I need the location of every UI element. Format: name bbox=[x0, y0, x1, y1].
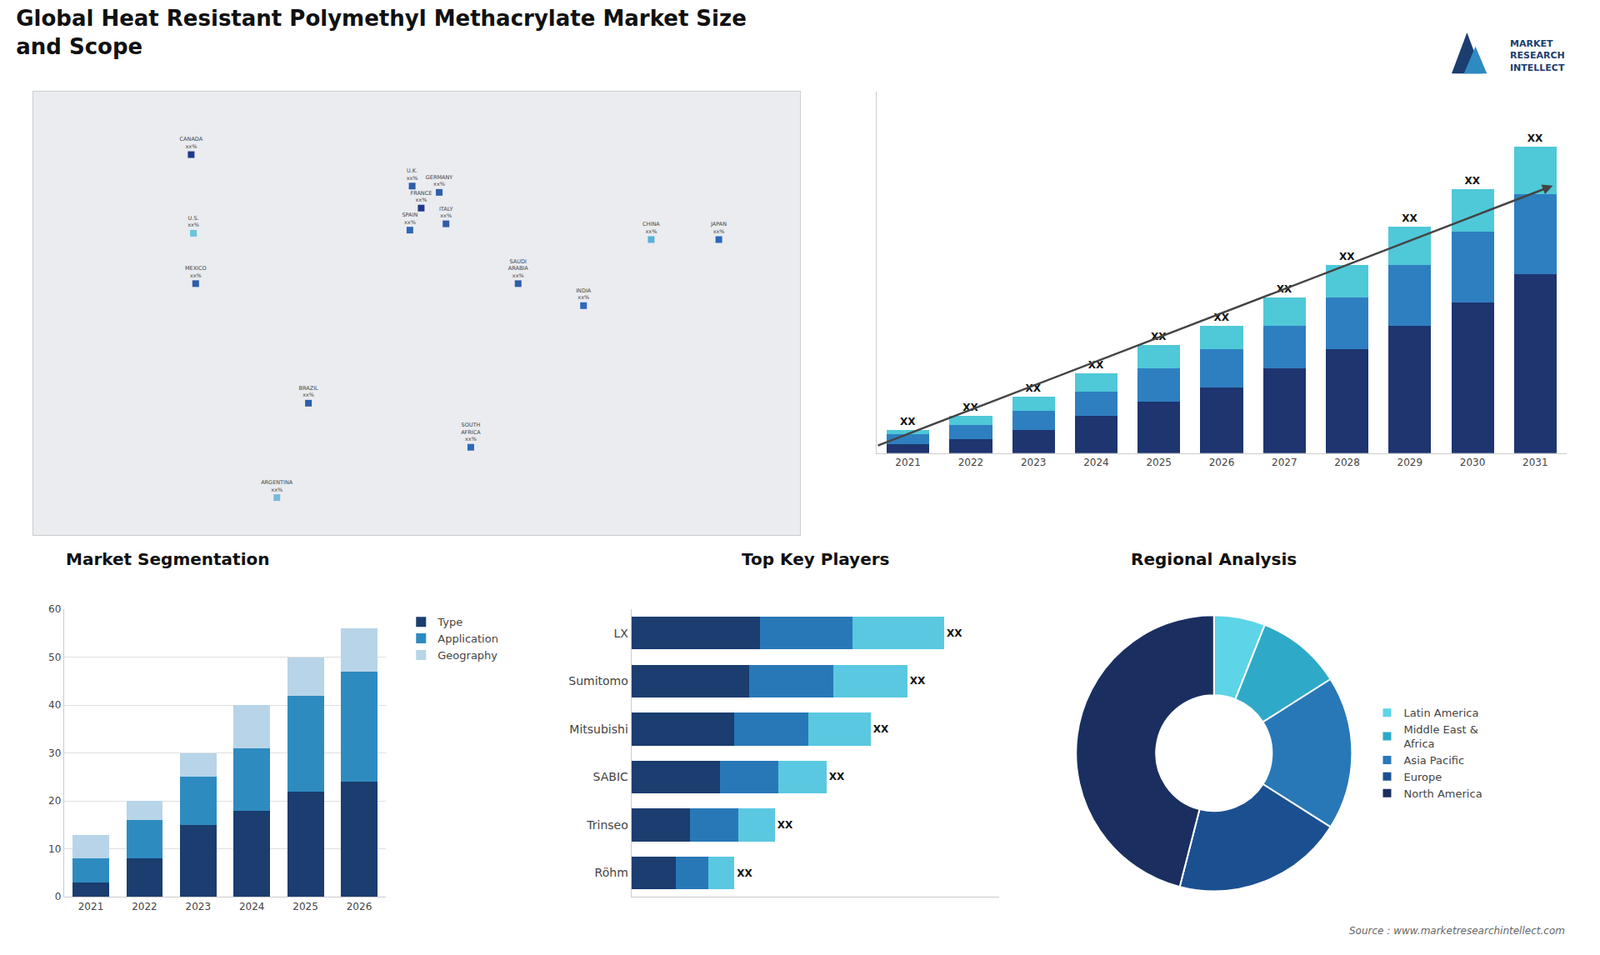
svg-text:2024: 2024 bbox=[1083, 456, 1110, 469]
svg-text:2021: 2021 bbox=[895, 456, 921, 469]
svg-text:Trinseo: Trinseo bbox=[585, 818, 629, 832]
svg-text:XX: XX bbox=[1088, 359, 1105, 371]
svg-text:JAPANxx%: JAPANxx% bbox=[710, 220, 727, 235]
svg-text:XX: XX bbox=[777, 819, 794, 831]
svg-text:Mitsubishi: Mitsubishi bbox=[569, 722, 628, 736]
svg-text:XX: XX bbox=[1025, 382, 1042, 395]
svg-text:SPAINxx%: SPAINxx% bbox=[401, 211, 418, 225]
svg-text:2022: 2022 bbox=[131, 900, 158, 913]
svg-text:XX: XX bbox=[1527, 132, 1544, 145]
svg-text:ARGENTINAxx%: ARGENTINAxx% bbox=[260, 479, 294, 493]
svg-text:2024: 2024 bbox=[239, 900, 265, 913]
svg-text:Sumitomo: Sumitomo bbox=[568, 674, 629, 688]
svg-text:INDIAxx%: INDIAxx% bbox=[575, 287, 592, 301]
svg-text:XX: XX bbox=[1150, 330, 1167, 343]
svg-text:Geography: Geography bbox=[437, 649, 498, 662]
svg-text:2029: 2029 bbox=[1397, 456, 1424, 469]
svg-text:SABIC: SABIC bbox=[593, 770, 629, 784]
svg-text:FRANCExx%: FRANCExx% bbox=[410, 190, 432, 204]
svg-text:XX: XX bbox=[873, 723, 890, 735]
svg-text:MARKETRESEARCHINTELLECT: MARKETRESEARCHINTELLECT bbox=[1510, 38, 1565, 74]
svg-text:CHINAxx%: CHINAxx% bbox=[642, 220, 660, 235]
svg-text:10: 10 bbox=[48, 843, 61, 855]
svg-text:Global Heat Resistant Polymeth: Global Heat Resistant Polymethyl Methacr… bbox=[15, 5, 747, 60]
svg-text:Middle East &Africa: Middle East &Africa bbox=[1403, 723, 1478, 750]
svg-text:XX: XX bbox=[829, 770, 845, 783]
svg-text:Top Key Players: Top Key Players bbox=[741, 549, 890, 570]
svg-text:Type: Type bbox=[436, 615, 463, 629]
svg-text:Latin America: Latin America bbox=[1403, 706, 1479, 720]
svg-text:2023: 2023 bbox=[1020, 456, 1047, 469]
svg-text:MEXICOxx%: MEXICOxx% bbox=[185, 265, 207, 279]
svg-text:Application: Application bbox=[437, 632, 499, 645]
svg-text:XX: XX bbox=[962, 401, 979, 414]
svg-text:Asia Pacific: Asia Pacific bbox=[1403, 754, 1465, 767]
svg-text:XX: XX bbox=[1276, 283, 1293, 295]
svg-text:XX: XX bbox=[1213, 311, 1230, 324]
svg-text:30: 30 bbox=[48, 747, 61, 760]
svg-text:50: 50 bbox=[48, 651, 61, 664]
svg-text:2025: 2025 bbox=[1145, 456, 1172, 469]
svg-text:North America: North America bbox=[1403, 787, 1482, 800]
svg-text:SOUTHAFRICAxx%: SOUTHAFRICAxx% bbox=[460, 421, 481, 443]
svg-text:2031: 2031 bbox=[1522, 456, 1549, 469]
svg-text:2023: 2023 bbox=[185, 900, 212, 913]
svg-text:0: 0 bbox=[55, 890, 62, 903]
svg-text:2027: 2027 bbox=[1271, 456, 1298, 469]
svg-text:Source : www.marketresearchint: Source : www.marketresearchintellect.com bbox=[1349, 925, 1565, 937]
svg-text:2028: 2028 bbox=[1334, 456, 1360, 469]
svg-text:XX: XX bbox=[736, 867, 753, 880]
svg-text:XX: XX bbox=[910, 675, 926, 687]
svg-text:GERMANYxx%: GERMANYxx% bbox=[425, 174, 454, 188]
svg-text:ITALYxx%: ITALYxx% bbox=[439, 205, 454, 220]
svg-text:XX: XX bbox=[946, 627, 963, 640]
svg-text:40: 40 bbox=[48, 699, 61, 711]
svg-text:Regional Analysis: Regional Analysis bbox=[1130, 549, 1297, 570]
svg-text:Market Segmentation: Market Segmentation bbox=[65, 549, 270, 570]
svg-text:20: 20 bbox=[48, 795, 61, 807]
svg-text:XX: XX bbox=[900, 415, 916, 428]
svg-text:Röhm: Röhm bbox=[595, 865, 629, 880]
svg-text:2025: 2025 bbox=[292, 900, 319, 913]
svg-text:XX: XX bbox=[1464, 175, 1480, 187]
svg-text:XX: XX bbox=[1401, 212, 1418, 225]
svg-text:BRAZILxx%: BRAZILxx% bbox=[299, 385, 320, 399]
svg-text:SAUDIARABIAxx%: SAUDIARABIAxx% bbox=[508, 258, 530, 280]
svg-text:2022: 2022 bbox=[958, 456, 985, 469]
svg-text:LX: LX bbox=[613, 626, 629, 640]
svg-text:U.K.xx%: U.K.xx% bbox=[406, 167, 419, 181]
svg-text:CANADAxx%: CANADAxx% bbox=[180, 135, 204, 150]
svg-text:60: 60 bbox=[48, 603, 61, 615]
svg-text:2030: 2030 bbox=[1460, 456, 1486, 469]
svg-text:U.S.xx%: U.S.xx% bbox=[187, 215, 200, 229]
svg-text:2021: 2021 bbox=[78, 900, 105, 913]
svg-text:2026: 2026 bbox=[1209, 456, 1235, 469]
svg-text:Europe: Europe bbox=[1403, 770, 1442, 784]
svg-text:XX: XX bbox=[1339, 250, 1355, 263]
svg-text:2026: 2026 bbox=[346, 900, 373, 913]
